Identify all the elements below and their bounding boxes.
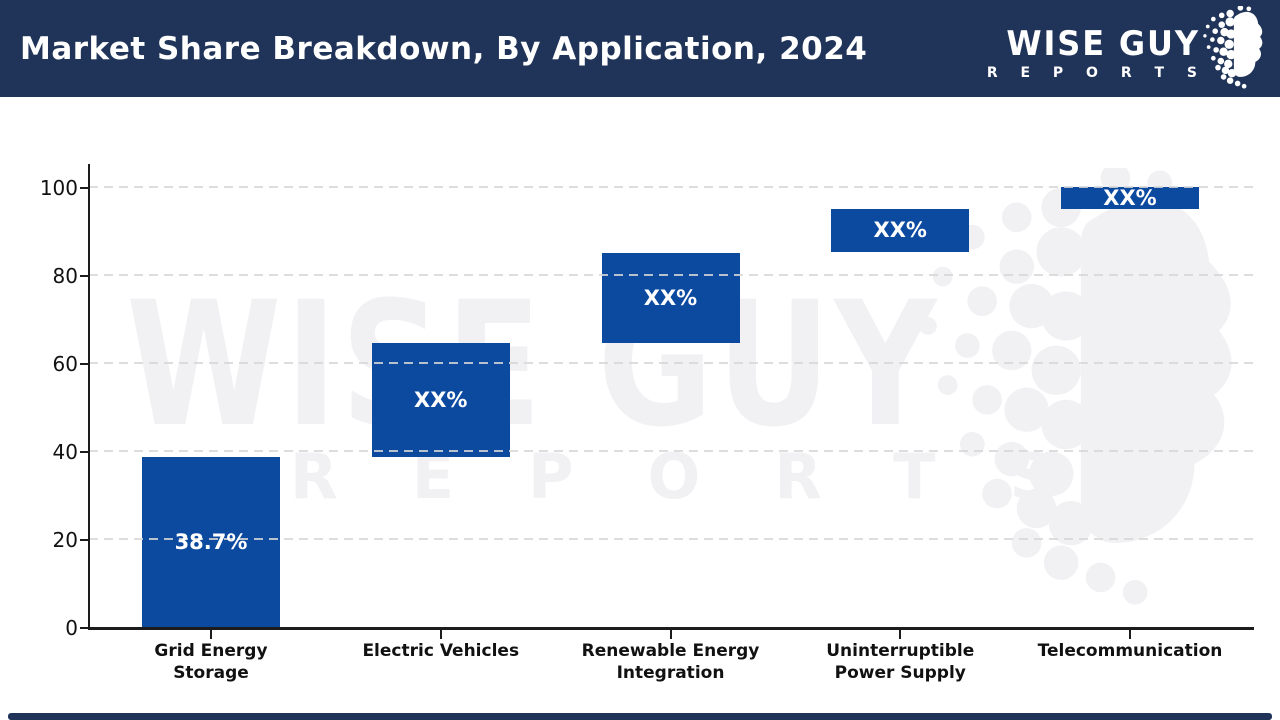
- y-tick: [80, 275, 88, 277]
- x-tick: [210, 630, 212, 639]
- bar: [371, 342, 510, 457]
- bar-value-label: XX%: [1103, 186, 1157, 210]
- footer-bar: [8, 713, 1272, 720]
- y-tick-label: 100: [39, 176, 78, 200]
- bar-value-label: XX%: [414, 387, 468, 412]
- x-category-label: Telecommunication: [1037, 641, 1223, 661]
- x-tick: [899, 630, 902, 639]
- y-tick-label: 60: [52, 352, 78, 376]
- y-tick-label: 40: [52, 440, 78, 464]
- bar-value-label: 38.7%: [174, 529, 248, 554]
- gridline: [89, 274, 1254, 276]
- y-tick-label: 80: [52, 264, 78, 288]
- logo-wordmark: WISE GUY: [1006, 23, 1200, 64]
- bar: [1061, 187, 1199, 209]
- gridline: [89, 186, 1254, 188]
- y-tick: [80, 539, 88, 541]
- bar-value-label: XX%: [643, 285, 698, 310]
- x-category-label: Renewable Energy Integration: [581, 641, 760, 683]
- y-axis-line: [88, 164, 90, 629]
- x-category-label: Grid Energy Storage: [154, 641, 268, 683]
- x-tick: [1129, 630, 1131, 639]
- y-tick-label: 20: [52, 528, 78, 552]
- y-tick: [80, 187, 88, 189]
- wise-guy-logo: WISE GUY R E P O R T S: [987, 6, 1268, 90]
- y-tick-label: 0: [65, 616, 78, 640]
- page-title: Market Share Breakdown, By Application, …: [20, 30, 868, 67]
- watermark-wordmark: WISE GUY: [126, 264, 940, 465]
- logo-subtitle: R E P O R T S: [986, 64, 1206, 81]
- logo-head-icon: [1196, 6, 1268, 90]
- y-tick: [80, 363, 88, 365]
- x-category-label: Uninterruptible Power Supply: [826, 641, 975, 683]
- x-tick: [669, 630, 672, 639]
- bar: [831, 209, 970, 252]
- gridline: [89, 362, 1254, 364]
- y-tick: [80, 627, 88, 629]
- bar: [142, 456, 280, 627]
- x-category-label: Electric Vehicles: [362, 641, 520, 661]
- x-tick: [439, 630, 442, 639]
- x-axis-line: [88, 627, 1254, 630]
- bar: [601, 253, 740, 343]
- header-bar: Market Share Breakdown, By Application, …: [0, 0, 1280, 97]
- bar-value-label: XX%: [873, 218, 927, 243]
- logo-text: WISE GUY R E P O R T S: [987, 24, 1206, 81]
- y-tick: [80, 451, 88, 453]
- gridline: [89, 450, 1254, 452]
- gridline: [89, 538, 1254, 540]
